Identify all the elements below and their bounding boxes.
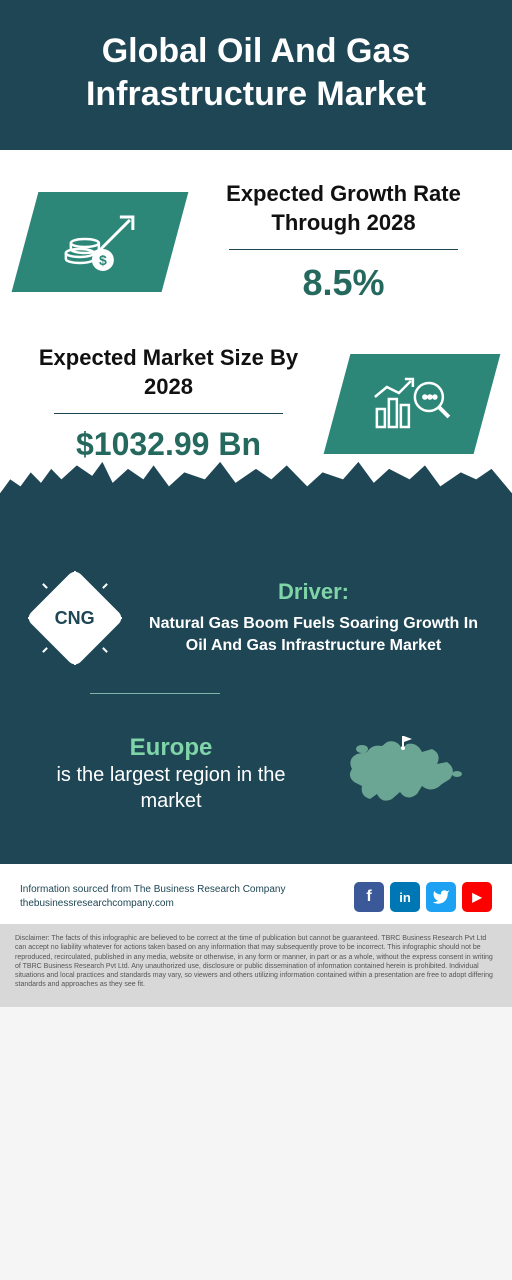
social-icons: f in ▶ — [354, 882, 492, 912]
disclaimer-text: Disclaimer: The facts of this infographi… — [0, 924, 512, 1007]
cng-label: CNG — [55, 608, 95, 629]
chart-magnify-icon — [367, 366, 457, 441]
driver-text: Driver: Natural Gas Boom Fuels Soaring G… — [145, 579, 482, 658]
divider — [229, 249, 459, 250]
market-label: Expected Market Size By 2028 — [25, 344, 312, 401]
page-title: Global Oil And Gas Infrastructure Market — [20, 30, 492, 115]
market-icon-container — [324, 354, 501, 454]
market-row: Expected Market Size By 2028 $1032.99 Bn — [25, 344, 487, 463]
linkedin-icon[interactable]: in — [390, 882, 420, 912]
market-value: $1032.99 Bn — [25, 426, 312, 463]
footer: Information sourced from The Business Re… — [0, 864, 512, 1007]
europe-map-icon — [332, 724, 482, 824]
cng-badge: CNG — [30, 573, 120, 663]
metrics-section: $ Expected Growth Rate Through 2028 8.5%… — [0, 150, 512, 493]
facebook-icon[interactable]: f — [354, 882, 384, 912]
growth-value: 8.5% — [200, 262, 487, 304]
coins-arrow-icon: $ — [55, 205, 145, 280]
growth-row: $ Expected Growth Rate Through 2028 8.5% — [25, 180, 487, 304]
source-line1: Information sourced from The Business Re… — [20, 883, 286, 897]
driver-row: CNG Driver: Natural Gas Boom Fuels Soari… — [30, 573, 482, 663]
growth-label: Expected Growth Rate Through 2028 — [200, 180, 487, 237]
region-highlight: Europe — [30, 734, 312, 762]
divider — [90, 693, 220, 694]
driver-desc: Natural Gas Boom Fuels Soaring Growth In… — [145, 613, 482, 658]
growth-icon-container: $ — [12, 192, 189, 292]
source-line2: thebusinessresearchcompany.com — [20, 897, 286, 911]
header: Global Oil And Gas Infrastructure Market — [0, 0, 512, 150]
divider — [54, 413, 284, 414]
driver-title: Driver: — [145, 579, 482, 605]
skyline-graphic — [0, 493, 512, 553]
region-row: Europe is the largest region in the mark… — [30, 724, 482, 824]
driver-section: CNG Driver: Natural Gas Boom Fuels Soari… — [0, 553, 512, 864]
youtube-icon[interactable]: ▶ — [462, 882, 492, 912]
market-text: Expected Market Size By 2028 $1032.99 Bn — [25, 344, 312, 463]
twitter-icon[interactable] — [426, 882, 456, 912]
svg-text:$: $ — [99, 252, 107, 268]
footer-top: Information sourced from The Business Re… — [20, 882, 492, 912]
region-text: Europe is the largest region in the mark… — [30, 734, 312, 814]
source-text: Information sourced from The Business Re… — [20, 883, 286, 911]
growth-text: Expected Growth Rate Through 2028 8.5% — [200, 180, 487, 304]
region-desc: is the largest region in the market — [30, 762, 312, 814]
